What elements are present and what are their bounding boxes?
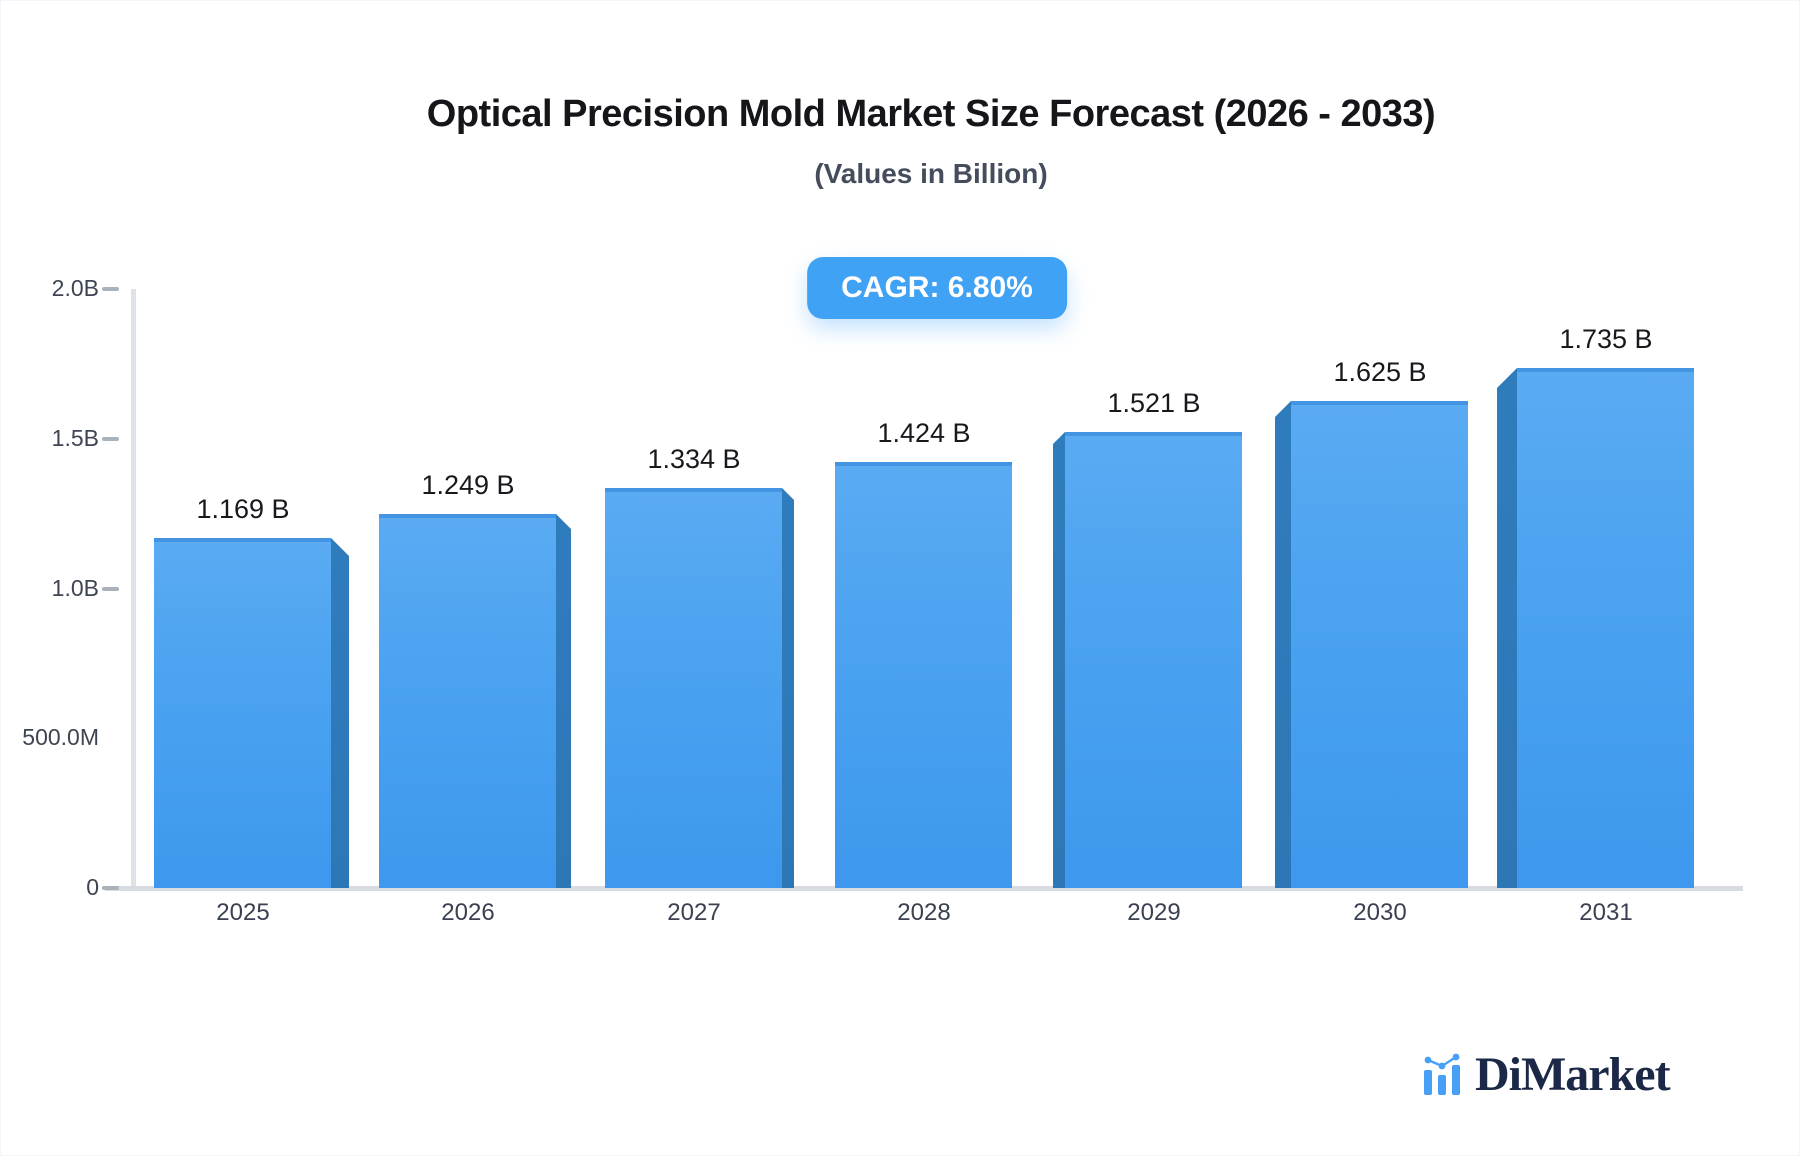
bar-side-panel [782,488,794,888]
x-tick-label-2031: 2031 [1579,899,1633,926]
bar-value-label-2029: 1.521 B [1107,388,1201,418]
bar-2029[interactable] [1053,432,1242,888]
y-tick-dash [102,436,119,441]
bar-value-label-2025: 1.169 B [196,494,290,524]
bar-value-label-2031: 1.735 B [1559,324,1653,354]
bar-face [379,514,556,888]
chart-header: Optical Precision Mold Market Size Forec… [61,93,1799,190]
bar-value-label-2030: 1.625 B [1333,357,1427,387]
bar-face [835,462,1012,888]
bar-2031[interactable] [1497,368,1694,888]
bar-value-label-2026: 1.249 B [421,470,515,500]
y-tick-dash [102,287,119,291]
x-tick-label-2029: 2029 [1127,899,1181,926]
bar-2025[interactable] [154,538,349,888]
x-tick-label-2028: 2028 [897,899,951,926]
bar-side-panel [1497,368,1517,888]
bar-face [154,538,331,888]
bar-face [605,488,782,888]
chart-subtitle: (Values in Billion) [814,158,1048,189]
logo-wordmark: DiMarket [1475,1048,1671,1101]
bar-2027[interactable] [605,488,794,888]
bar-side-panel [556,514,571,888]
x-tick-label-2025: 2025 [216,899,270,926]
bar-chart-trend-icon [1424,1053,1460,1095]
bar-side-panel [1053,432,1065,888]
bar-face [1291,401,1468,888]
chart-title: Optical Precision Mold Market Size Forec… [426,93,1436,135]
dimarket-logo: DiMarket [1421,1047,1671,1102]
cagr-badge: CAGR: 6.80% [807,257,1067,319]
bar-2028[interactable] [835,462,1012,888]
y-axis-line [131,289,136,888]
y-tick-dash [102,886,119,890]
x-tick-label-2030: 2030 [1353,899,1407,926]
bar-2030[interactable] [1275,401,1468,888]
bar-value-label-2027: 1.334 B [647,444,741,474]
y-tick-label-2.0B: 2.0B [51,275,99,301]
y-tick-dash [102,586,119,591]
bar-value-label-2028: 1.424 B [877,418,971,448]
y-tick-label-500.0M: 500.0M [22,724,99,751]
y-tick-label-0: 0 [86,874,99,900]
y-tick-label-1.5B: 1.5B [51,424,99,451]
x-tick-label-2027: 2027 [667,899,721,926]
x-axis-baseline [105,886,1743,891]
y-tick-label-1.0B: 1.0B [51,574,99,601]
bar-2026[interactable] [379,514,571,888]
bar-side-panel [331,538,349,888]
x-tick-label-2026: 2026 [441,899,495,926]
bar-face [1065,432,1242,888]
bar-side-panel [1275,401,1291,888]
bar-face [1517,368,1694,888]
